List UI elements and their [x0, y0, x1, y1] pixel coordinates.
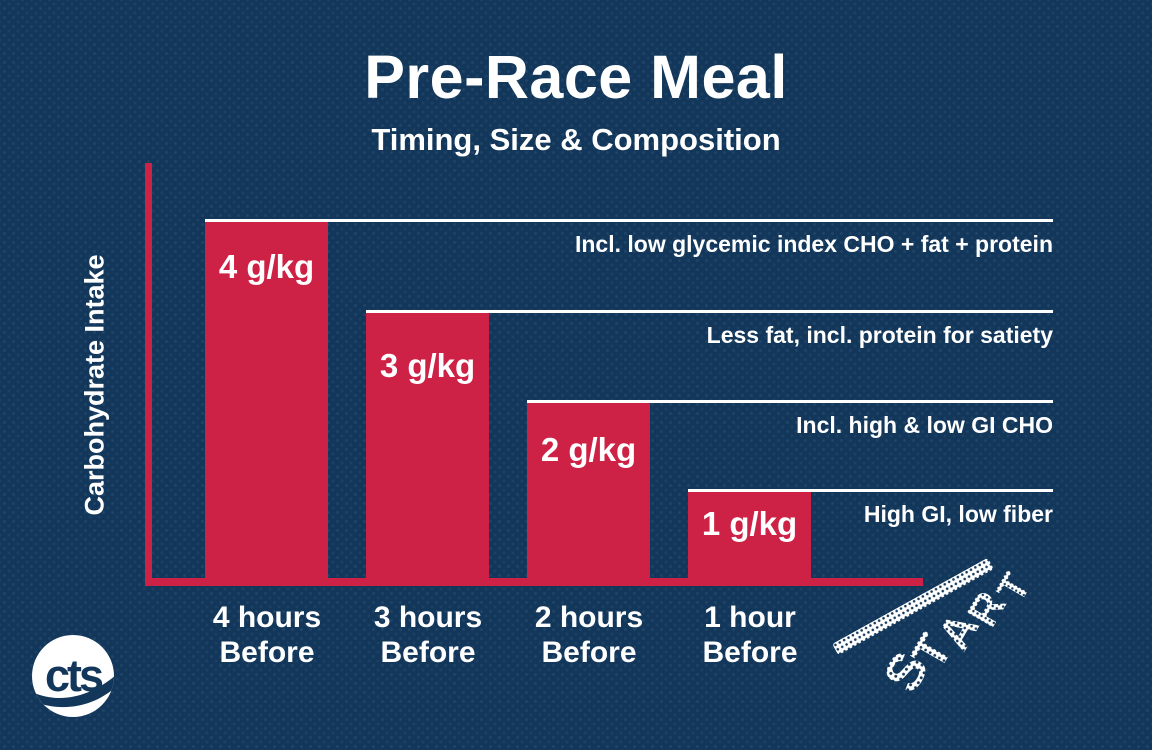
annotation-4-hours: Incl. low glycemic index CHO + fat + pro…	[574, 231, 1053, 257]
x-axis-label-3-hours: 3 hours Before	[328, 600, 528, 670]
logo-text: cts	[45, 650, 103, 701]
annotation-1-hour: High GI, low fiber	[863, 501, 1053, 527]
x-axis-label-line2: Before	[541, 636, 637, 669]
guide-line-4hours	[205, 219, 1053, 222]
bar-1-hour: 1 g/kg	[688, 492, 811, 578]
annotation-3-hours: Less fat, incl. protein for satiety	[706, 322, 1053, 348]
bar-value-label: 1 g/kg	[701, 505, 798, 542]
bar-value-label: 4 g/kg	[218, 248, 315, 285]
cts-logo-mark: cts	[32, 635, 114, 717]
x-axis-label-1-hour: 1 hour Before	[650, 600, 850, 670]
annotation-2-hours: Incl. high & low GI CHO	[796, 412, 1053, 438]
start-word: S T A R T	[838, 512, 1080, 747]
page-title: Pre-Race Meal	[364, 43, 788, 111]
guide-line-1hour	[688, 489, 1053, 492]
x-axis-label-line1: 3 hours	[373, 601, 483, 634]
x-axis-label-4-hours: 4 hours Before	[167, 600, 367, 670]
x-axis-label-line2: Before	[219, 636, 315, 669]
x-axis-label-line2: Before	[380, 636, 476, 669]
x-axis-line	[145, 578, 923, 586]
bar-3-hours: 3 g/kg	[366, 313, 489, 578]
y-axis-label: Carbohydrate Intake	[79, 254, 110, 516]
bar-value-label: 3 g/kg	[379, 347, 476, 384]
cts-logo: cts	[32, 635, 114, 717]
start-line-graphic: S T A R T	[828, 545, 1052, 745]
x-axis-label-line1: 2 hours	[534, 601, 644, 634]
x-axis-label-line2: Before	[702, 636, 798, 669]
page-subtitle: Timing, Size & Composition	[371, 122, 781, 157]
x-axis-label-line1: 1 hour	[704, 601, 796, 634]
logo-swoosh	[32, 675, 114, 708]
bar-2-hours: 2 g/kg	[527, 403, 650, 578]
guide-line-3hours	[366, 310, 1053, 313]
y-axis-line	[145, 163, 152, 586]
bar-4-hours: 4 g/kg	[205, 222, 328, 578]
guide-line-2hours	[527, 400, 1053, 403]
x-axis-label-2-hours: 2 hours Before	[489, 600, 689, 670]
x-axis-label-line1: 4 hours	[212, 601, 322, 634]
bar-value-label: 2 g/kg	[540, 431, 637, 468]
